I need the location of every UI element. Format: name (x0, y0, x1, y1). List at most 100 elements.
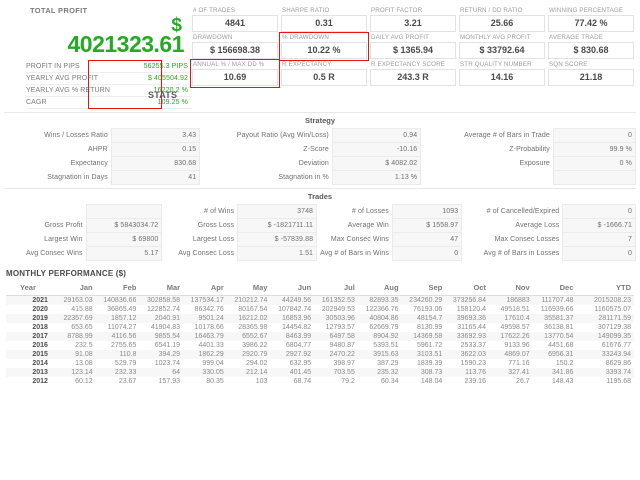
metric-winning-percentage: WINNING PERCENTAGE 77.42 % (548, 6, 634, 32)
monthly-cell: 415.88 (51, 305, 96, 314)
metric-value: 10.69 (192, 69, 278, 86)
field-value: 5.17 (85, 246, 163, 261)
monthly-cell: 1839.39 (401, 359, 446, 368)
monthly-cell: 6552.67 (226, 332, 271, 341)
monthly-cell: 632.95 (270, 359, 315, 368)
field-label: Largest Win (4, 232, 87, 247)
field-value: 1093 (391, 204, 463, 219)
monthly-cell: 26.7 (488, 377, 533, 386)
monthly-cell: 82893.35 (357, 295, 402, 305)
monthly-row-year: 2016 (6, 341, 52, 350)
monthly-table-row: 2017 8788.99 4116.56 9855.54 16463.79 6552.67… (6, 332, 634, 341)
field-label: Largest Loss (161, 232, 238, 247)
field-value: $ 1558.97 (391, 218, 463, 233)
field-label: Stagnation in % (206, 170, 333, 185)
field-value (552, 170, 637, 185)
monthly-performance-section: MONTHLY PERFORMANCE ($) Year Jan Feb Mar Apr… (0, 269, 640, 386)
monthly-cell: 3103.51 (401, 350, 446, 359)
monthly-table-row: 2021 29163.03 140836.66 302858.58 137534.17 2… (6, 295, 634, 305)
profit-stat-row: YEARLY AVG % RETURN 16220.2 % (26, 85, 192, 97)
monthly-cell: 111707.48 (532, 295, 577, 305)
field-value: 3.43 (110, 128, 201, 143)
metric-value: 77.42 % (548, 15, 634, 32)
field-value: $ 4082.02 (331, 156, 422, 171)
monthly-cell: 113.76 (445, 368, 489, 377)
field-label: Avg Consec Wins (4, 246, 87, 261)
monthly-cell: 210212.74 (226, 295, 271, 305)
field-label: Z-Probability (427, 142, 554, 157)
metric-value: 21.18 (548, 69, 634, 86)
metric-label: WINNING PERCENTAGE (549, 7, 624, 14)
monthly-cell: 327.41 (488, 368, 533, 377)
monthly-row-year: 2019 (6, 314, 52, 323)
metric-label: DRAWDOWN (193, 34, 233, 41)
field-value: $ 69800 (85, 232, 163, 247)
metric-label: PROFIT FACTOR (371, 7, 423, 14)
monthly-cell: 653.65 (51, 323, 96, 332)
metric-label: R EXPECTANCY SCORE (371, 61, 445, 68)
monthly-cell: 1590.23 (445, 359, 489, 368)
monthly-cell: 2927.92 (270, 350, 315, 359)
metric-label: R EXPECTANCY (282, 61, 332, 68)
field-label: Avg # of Bars in Wins (316, 246, 393, 261)
profit-stat-value: 109.25 % (157, 99, 188, 106)
metric-label: ANNUAL % / MAX DD % (193, 61, 265, 68)
field-value: 1.13 % (331, 170, 422, 185)
monthly-cell: 307129.38 (576, 323, 634, 332)
monthly-cell: 1195.68 (576, 377, 634, 386)
monthly-cell: 36865.49 (95, 305, 140, 314)
monthly-cell: 999.04 (183, 359, 227, 368)
monthly-cell: 68.74 (270, 377, 315, 386)
monthly-cell: 148.43 (532, 377, 577, 386)
monthly-cell: 33243.94 (576, 350, 634, 359)
monthly-cell: 140836.66 (95, 295, 140, 305)
monthly-cell: 4451.68 (532, 341, 577, 350)
monthly-cell: 2533.37 (445, 341, 489, 350)
field-label: Exposure (427, 156, 554, 171)
monthly-cell: 3915.63 (357, 350, 402, 359)
monthly-cell: 86342.76 (183, 305, 227, 314)
monthly-cell: 49598.57 (488, 323, 533, 332)
monthly-column-header: Year (6, 281, 52, 296)
monthly-cell: 3622.03 (445, 350, 489, 359)
metric-drawdown: DRAWDOWN $ 156698.38 (192, 33, 278, 59)
field-value: 0 (562, 246, 636, 261)
monthly-cell: 234260.29 (401, 295, 446, 305)
metric-daily-avg-profit: DAILY AVG PROFIT $ 1365.94 (370, 33, 456, 59)
monthly-cell: 28365.98 (226, 323, 271, 332)
metric-value: 10.22 % (281, 42, 367, 59)
monthly-cell: 158120.4 (445, 305, 489, 314)
trades-table: # of Wins 3748 # of Losses 1093 # of Cancell… (4, 204, 636, 261)
profit-stat-value: 16220.2 % (153, 87, 188, 94)
spacer (420, 142, 428, 157)
monthly-cell: 9480.87 (314, 341, 358, 350)
monthly-performance-table: Year Jan Feb Mar Apr May Jun Jul Aug Sep Oct Nov Dec… (6, 281, 634, 386)
monthly-cell: 76193.06 (401, 305, 446, 314)
monthly-cell: 110.8 (95, 350, 140, 359)
table-row: Stagnation in Days 41 Stagnation in % 1.13 … (4, 170, 637, 185)
monthly-cell: 150.2 (532, 359, 577, 368)
total-profit-panel: TOTAL PROFIT $ 4021323.61 PROFIT IN PIPS… (4, 6, 192, 109)
currency-symbol: $ (171, 15, 182, 36)
monthly-cell: 12793.57 (314, 323, 358, 332)
monthly-cell: 202949.53 (314, 305, 358, 314)
strategy-section: Strategy Wins / Losses Ratio 3.43 Payout R… (0, 112, 640, 185)
monthly-table-row: 2016 232.5 2755.65 6541.19 4401.33 3986.22 680… (6, 341, 634, 350)
monthly-cell: 39693.36 (445, 314, 489, 323)
monthly-cell: 157.93 (139, 377, 184, 386)
field-value: $ -1821711.11 (237, 218, 318, 233)
table-row: Wins / Losses Ratio 3.43 Payout Ratio (Avg… (4, 128, 637, 143)
monthly-cell: 29163.03 (51, 295, 96, 305)
monthly-column-header: Oct (445, 281, 489, 296)
metric-label: % DRAWDOWN (282, 34, 329, 41)
monthly-cell: 9501.24 (183, 314, 227, 323)
field-label: Max Consec Losses (461, 232, 563, 247)
field-value: $ -1666.71 (562, 218, 636, 233)
metric-r-expectancy: R EXPECTANCY 0.5 R (281, 60, 367, 86)
monthly-row-year: 2020 (6, 305, 52, 314)
monthly-cell: 394.29 (139, 350, 184, 359)
monthly-column-header: Feb (95, 281, 140, 296)
monthly-cell: 107842.74 (270, 305, 315, 314)
metric-str-quality-number: STR QUALITY NUMBER 14.16 (459, 60, 545, 86)
monthly-cell: 308.73 (401, 368, 446, 377)
